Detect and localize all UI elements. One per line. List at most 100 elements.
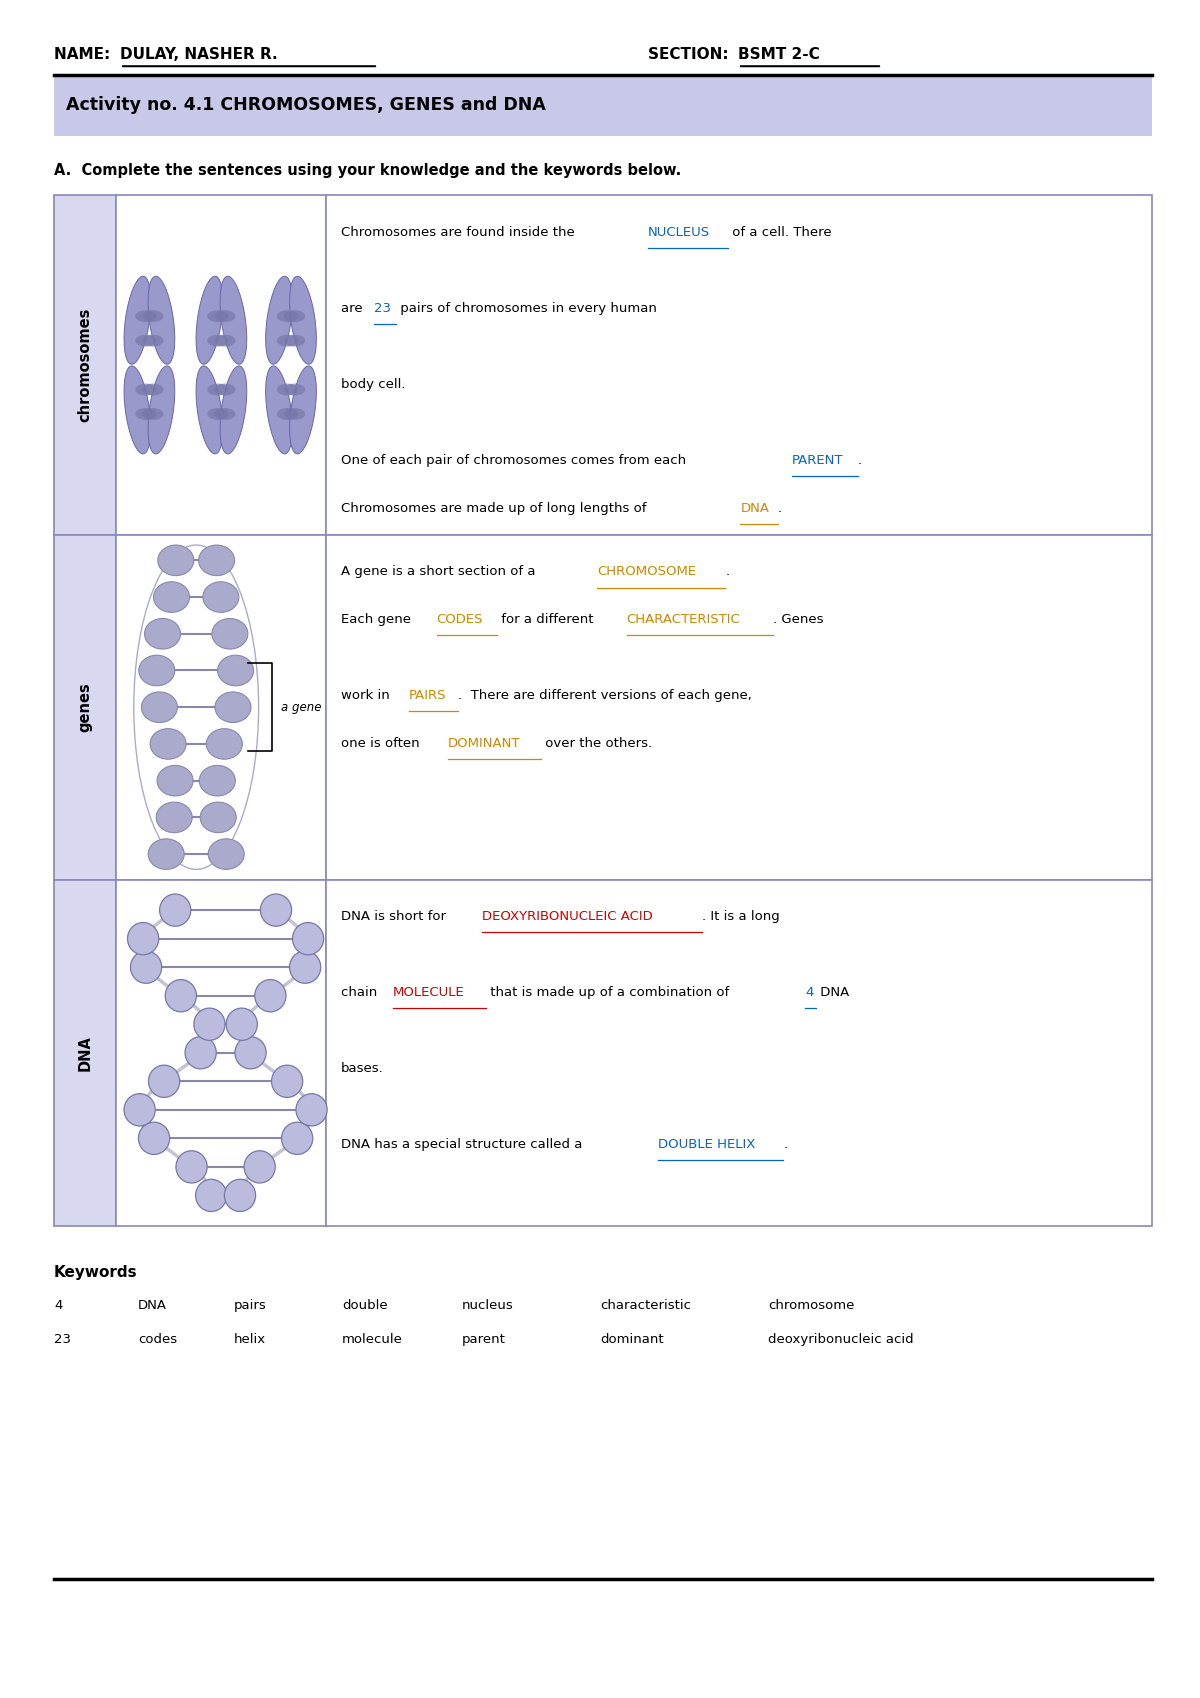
Ellipse shape	[235, 1036, 266, 1070]
Ellipse shape	[293, 922, 324, 954]
Ellipse shape	[157, 766, 193, 796]
Text: A.  Complete the sentences using your knowledge and the keywords below.: A. Complete the sentences using your kno…	[54, 163, 682, 178]
Text: pairs of chromosomes in every human: pairs of chromosomes in every human	[396, 302, 656, 314]
Ellipse shape	[176, 1151, 208, 1184]
Ellipse shape	[284, 384, 305, 396]
Ellipse shape	[124, 365, 151, 453]
Ellipse shape	[206, 728, 242, 759]
Text: DULAY, NASHER R.: DULAY, NASHER R.	[120, 48, 277, 61]
Ellipse shape	[203, 582, 239, 613]
Text: bases.: bases.	[341, 1063, 384, 1075]
Text: deoxyribonucleic acid: deoxyribonucleic acid	[768, 1333, 913, 1347]
Ellipse shape	[136, 408, 156, 419]
Text: body cell.: body cell.	[341, 379, 406, 391]
Ellipse shape	[127, 922, 158, 954]
Bar	[116, 535, 326, 880]
Ellipse shape	[142, 693, 178, 723]
Ellipse shape	[212, 618, 248, 649]
Text: Keywords: Keywords	[54, 1265, 138, 1280]
Ellipse shape	[124, 277, 151, 365]
Text: DNA has a special structure called a: DNA has a special structure called a	[341, 1138, 587, 1151]
Ellipse shape	[284, 408, 305, 419]
Bar	[116, 880, 326, 1226]
Ellipse shape	[271, 1065, 302, 1097]
Text: chromosome: chromosome	[768, 1299, 854, 1313]
Ellipse shape	[196, 365, 223, 453]
Ellipse shape	[208, 408, 228, 419]
Ellipse shape	[131, 951, 162, 983]
Ellipse shape	[136, 311, 156, 323]
Text: chromosomes: chromosomes	[78, 307, 92, 423]
Ellipse shape	[254, 980, 286, 1012]
Ellipse shape	[160, 895, 191, 927]
Ellipse shape	[224, 1178, 256, 1212]
Ellipse shape	[277, 384, 298, 396]
Ellipse shape	[149, 1065, 180, 1097]
Ellipse shape	[244, 1151, 275, 1184]
Ellipse shape	[215, 693, 251, 723]
Text: CHARACTERISTIC: CHARACTERISTIC	[626, 613, 740, 627]
Bar	[326, 880, 1152, 1226]
Text: .: .	[784, 1138, 787, 1151]
Text: for a different: for a different	[497, 613, 598, 627]
Text: .  There are different versions of each gene,: . There are different versions of each g…	[457, 689, 751, 701]
Ellipse shape	[208, 311, 228, 323]
Ellipse shape	[154, 582, 190, 613]
Text: that is made up of a combination of: that is made up of a combination of	[486, 987, 733, 998]
Text: a gene: a gene	[281, 701, 322, 713]
Ellipse shape	[284, 311, 305, 323]
Text: 23: 23	[54, 1333, 71, 1347]
Ellipse shape	[166, 980, 197, 1012]
Ellipse shape	[143, 408, 163, 419]
Ellipse shape	[124, 1094, 155, 1126]
Text: nucleus: nucleus	[462, 1299, 514, 1313]
Text: . Genes: . Genes	[773, 613, 824, 627]
Text: are: are	[341, 302, 367, 314]
Ellipse shape	[296, 1094, 328, 1126]
Ellipse shape	[217, 655, 253, 686]
Ellipse shape	[139, 655, 175, 686]
Ellipse shape	[215, 335, 235, 346]
Text: One of each pair of chromosomes comes from each: One of each pair of chromosomes comes fr…	[341, 453, 690, 467]
Text: MOLECULE: MOLECULE	[394, 987, 464, 998]
Text: helix: helix	[234, 1333, 266, 1347]
Ellipse shape	[149, 839, 185, 869]
Text: NAME:: NAME:	[54, 48, 115, 61]
Bar	[54, 195, 116, 535]
Text: of a cell. There: of a cell. There	[728, 226, 832, 239]
Ellipse shape	[277, 335, 298, 346]
Ellipse shape	[215, 384, 235, 396]
Ellipse shape	[194, 1009, 226, 1041]
Ellipse shape	[143, 335, 163, 346]
Ellipse shape	[136, 335, 156, 346]
Ellipse shape	[148, 365, 175, 453]
Bar	[54, 880, 116, 1226]
Text: molecule: molecule	[342, 1333, 403, 1347]
Bar	[326, 195, 1152, 535]
Ellipse shape	[199, 766, 235, 796]
Ellipse shape	[143, 384, 163, 396]
Text: NUCLEUS: NUCLEUS	[648, 226, 710, 239]
Ellipse shape	[196, 1178, 227, 1212]
Bar	[54, 535, 116, 880]
Ellipse shape	[226, 1009, 257, 1041]
Text: 4: 4	[805, 987, 814, 998]
Ellipse shape	[150, 728, 186, 759]
Text: DNA is short for: DNA is short for	[341, 910, 450, 924]
Text: 23: 23	[374, 302, 391, 314]
Text: parent: parent	[462, 1333, 506, 1347]
Text: codes: codes	[138, 1333, 178, 1347]
Text: Chromosomes are found inside the: Chromosomes are found inside the	[341, 226, 578, 239]
Text: CODES: CODES	[437, 613, 484, 627]
Ellipse shape	[200, 801, 236, 832]
Text: work in: work in	[341, 689, 394, 701]
Ellipse shape	[144, 618, 180, 649]
Text: .: .	[778, 501, 782, 514]
Ellipse shape	[148, 277, 175, 365]
Ellipse shape	[220, 277, 247, 365]
Text: PAIRS: PAIRS	[409, 689, 446, 701]
Text: SECTION:: SECTION:	[648, 48, 734, 61]
Text: .: .	[725, 565, 730, 579]
Text: characteristic: characteristic	[600, 1299, 691, 1313]
Ellipse shape	[136, 384, 156, 396]
